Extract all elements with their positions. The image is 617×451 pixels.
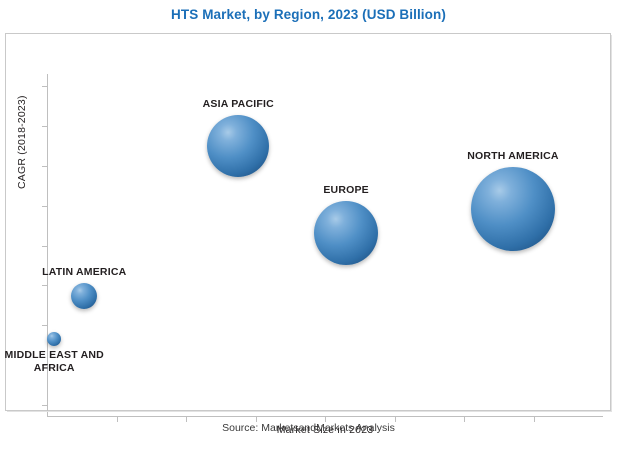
y-axis-tick [42, 285, 47, 287]
x-axis-tick [325, 417, 326, 422]
y-axis-tick [42, 165, 47, 167]
chart-frame: ASIA PACIFIC NORTH AMERICA EUROPE LATIN AME… [5, 33, 612, 436]
y-axis-tick [42, 125, 47, 127]
y-axis-line [47, 74, 48, 417]
bubble-middle-east-and-africa[interactable] [47, 332, 62, 347]
x-axis-tick [464, 417, 465, 422]
x-axis-tick [186, 417, 187, 422]
x-axis-title: Market Size in 2023 [276, 424, 374, 436]
bubble-label: ASIA PACIFIC [202, 98, 274, 111]
y-axis-tick [42, 86, 47, 87]
bubble-label: LATIN AMERICA [42, 265, 127, 278]
y-axis-tick [42, 325, 47, 327]
x-axis-tick [394, 417, 396, 422]
y-axis-tick [42, 245, 47, 247]
x-axis-tick [116, 417, 118, 422]
bubble-label: MIDDLE EAST AND AFRICA [4, 349, 104, 375]
bubble-label: EUROPE [323, 184, 369, 197]
source-note: Source: MarketsandMarkets Analysis [222, 422, 395, 434]
bubble-latin-america[interactable] [71, 282, 98, 309]
y-axis-tick [42, 205, 47, 207]
bubble-asia-pacific[interactable] [207, 115, 270, 178]
x-axis-tick [533, 417, 535, 422]
bubble-europe[interactable] [314, 201, 379, 266]
plot-area: ASIA PACIFIC NORTH AMERICA EUROPE LATIN AME… [5, 74, 603, 422]
y-axis-tick [42, 365, 47, 367]
x-axis-line [47, 416, 603, 417]
y-axis-title: CAGR (2018-2023) [16, 95, 28, 189]
y-axis-tick [42, 405, 47, 406]
x-axis-tick [255, 417, 257, 422]
bubble-label: NORTH AMERICA [467, 150, 559, 163]
bubble-north-america[interactable] [470, 167, 555, 252]
page-title: HTS Market, by Region, 2023 (USD Billion… [171, 7, 446, 22]
